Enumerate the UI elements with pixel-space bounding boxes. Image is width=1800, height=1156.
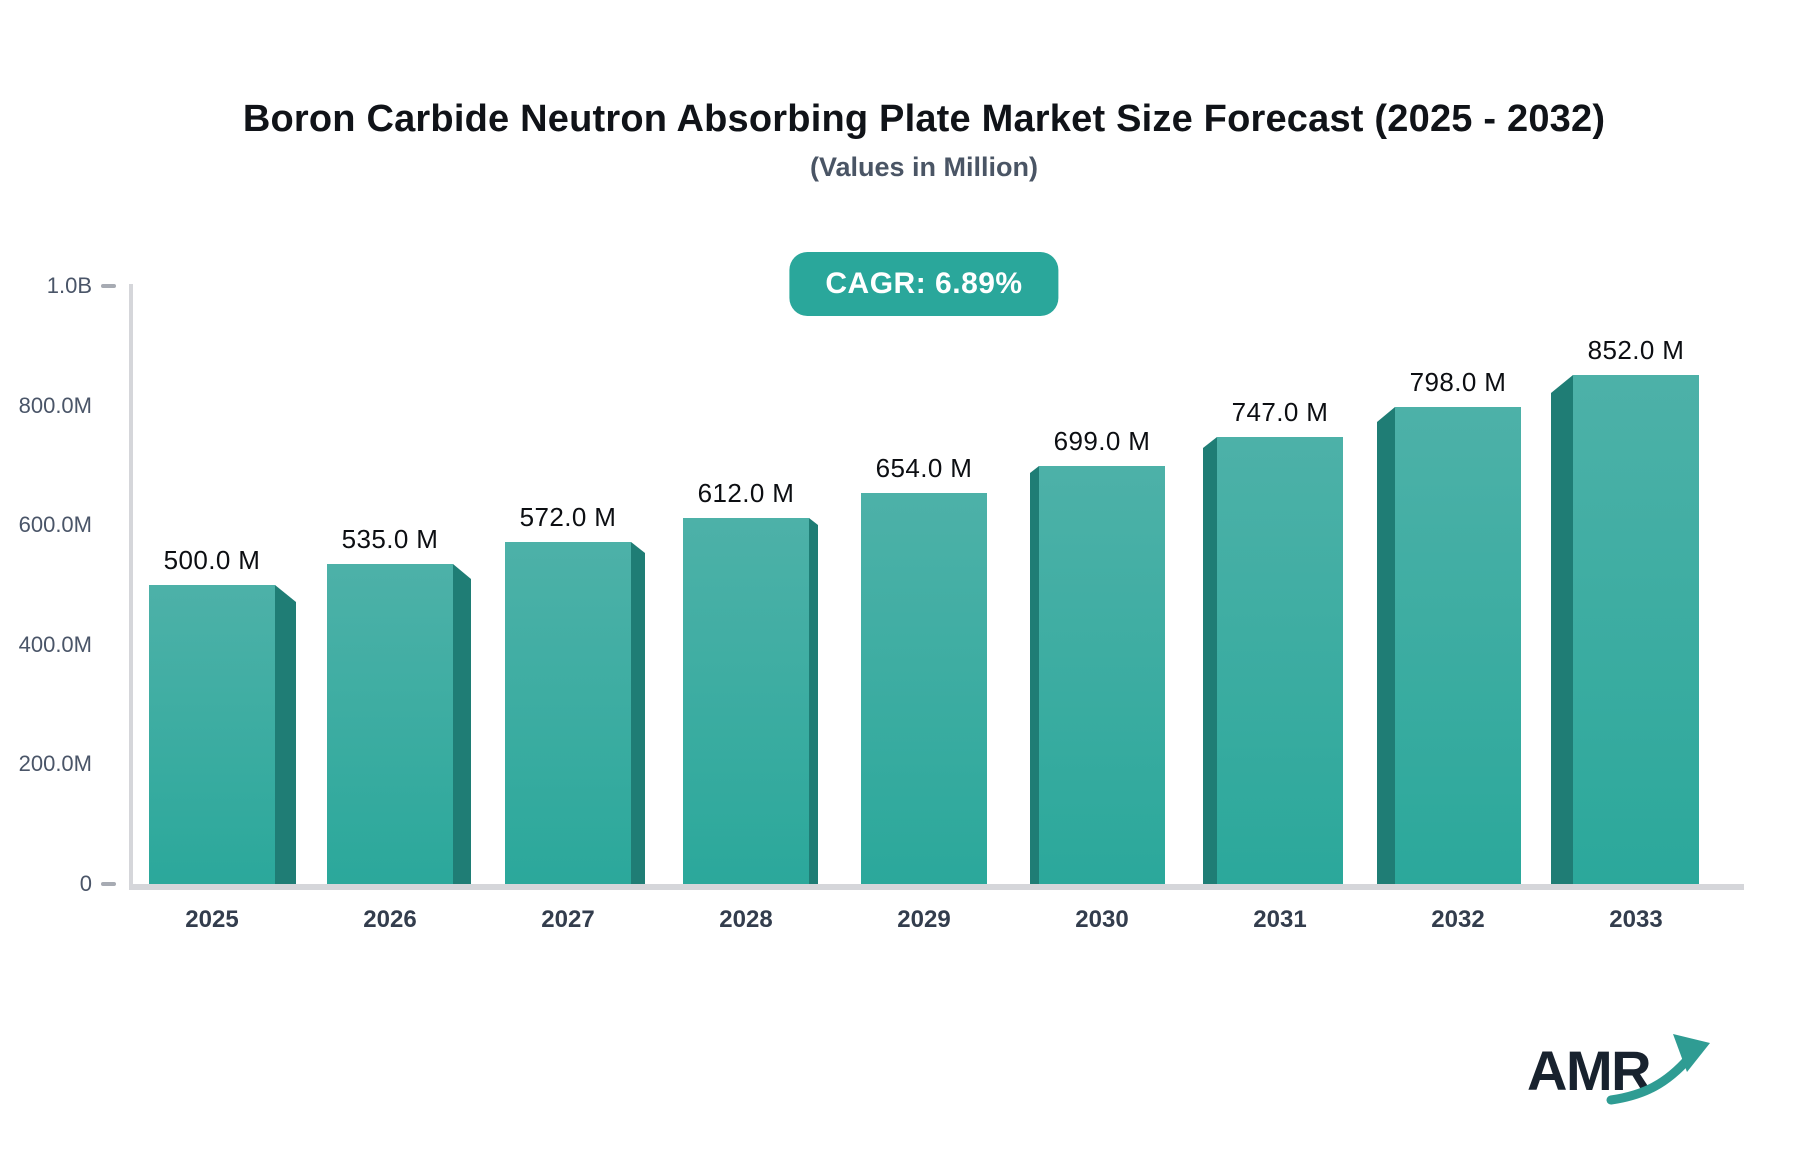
bar-value-label-2025: 500.0 M [163,545,261,575]
y-axis-label-600.0M: 600.0M [18,512,92,538]
bar-side-2028 [809,518,818,884]
y-axis-label-1.0B: 1.0B [46,273,92,298]
x-axis-label-2027: 2027 [541,906,595,933]
chart-title: Boron Carbide Neutron Absorbing Plate Ma… [242,98,1606,140]
x-axis-label-2030: 2030 [1075,906,1129,933]
y-axis-label-0: 0 [79,871,92,896]
bar-2025 [149,585,275,884]
x-axis-label-2033: 2033 [1609,906,1663,933]
bar-2033 [1573,375,1699,884]
bar-value-label-2030: 699.0 M [1053,426,1151,456]
x-axis-label-2028: 2028 [719,906,773,933]
y-axis-label-800.0M: 800.0M [18,392,92,418]
bar-value-label-2032: 798.0 M [1409,367,1507,397]
bar-2030 [1039,466,1165,884]
bar-side-2026 [453,564,471,884]
bar-side-2031 [1203,437,1217,884]
bar-2029 [861,493,987,884]
bar-value-label-2026: 535.0 M [341,524,439,554]
bar-side-2025 [275,585,296,884]
y-axis-line [129,284,133,888]
y-axis-tick-0 [101,882,116,886]
bar-2032 [1395,407,1521,884]
bar-side-2033 [1551,375,1573,884]
bar-side-2032 [1377,407,1395,884]
logo-growth-arrow-icon [1603,1032,1719,1113]
bar-2026 [327,564,453,884]
x-axis-label-2025: 2025 [185,906,239,933]
bar-side-2030 [1030,466,1039,884]
bar-2028 [683,518,809,884]
x-axis-label-2032: 2032 [1431,906,1485,933]
x-axis-label-2026: 2026 [363,906,417,933]
bar-value-label-2028: 612.0 M [697,478,795,508]
y-axis-label-400.0M: 400.0M [18,631,92,657]
x-axis-label-2031: 2031 [1253,906,1307,933]
bar-value-label-2029: 654.0 M [875,453,973,483]
bar-value-label-2027: 572.0 M [519,502,617,532]
bar-2027 [505,542,631,884]
y-axis-tick-1.0B [101,284,116,288]
bar-side-2027 [631,542,645,884]
y-axis-label-200.0M: 200.0M [18,751,92,777]
bar-value-label-2033: 852.0 M [1587,335,1685,365]
amr-logo: AMR [1527,1032,1727,1118]
chart-subtitle: (Values in Million) [809,152,1039,182]
cagr-badge: CAGR: 6.89% [789,252,1059,316]
x-axis-baseline [129,884,1744,890]
bar-2031 [1217,437,1343,884]
x-axis-label-2029: 2029 [897,906,951,933]
bar-value-label-2031: 747.0 M [1231,397,1329,427]
